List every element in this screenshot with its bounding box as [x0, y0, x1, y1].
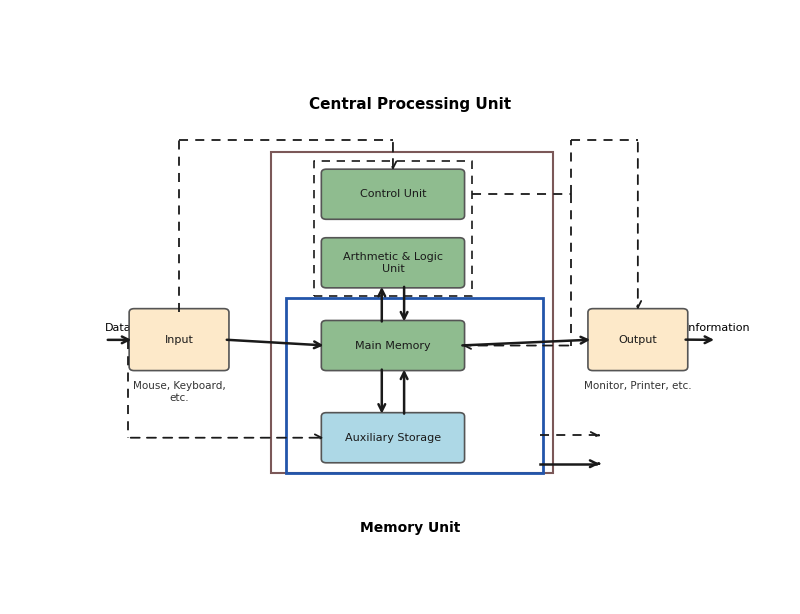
Text: Auxiliary Storage: Auxiliary Storage [345, 433, 441, 443]
Text: Data: Data [105, 323, 131, 333]
FancyBboxPatch shape [322, 413, 465, 463]
Bar [286, 298, 543, 473]
Text: Main Memory: Main Memory [355, 341, 430, 351]
Bar [270, 152, 553, 473]
Text: Information: Information [686, 323, 750, 333]
Text: Monitor, Printer, etc.: Monitor, Printer, etc. [584, 381, 692, 391]
FancyBboxPatch shape [588, 309, 688, 371]
Text: Central Processing Unit: Central Processing Unit [309, 97, 511, 112]
FancyBboxPatch shape [322, 321, 465, 371]
FancyBboxPatch shape [322, 238, 465, 288]
FancyBboxPatch shape [129, 309, 229, 371]
FancyBboxPatch shape [322, 169, 465, 219]
Text: Arthmetic & Logic
Unit: Arthmetic & Logic Unit [343, 252, 443, 274]
Text: Control Unit: Control Unit [360, 189, 426, 199]
Text: Output: Output [618, 335, 658, 344]
Text: Input: Input [165, 335, 194, 344]
Text: Memory Unit: Memory Unit [360, 521, 460, 535]
Text: Mouse, Keyboard,
etc.: Mouse, Keyboard, etc. [133, 381, 226, 403]
